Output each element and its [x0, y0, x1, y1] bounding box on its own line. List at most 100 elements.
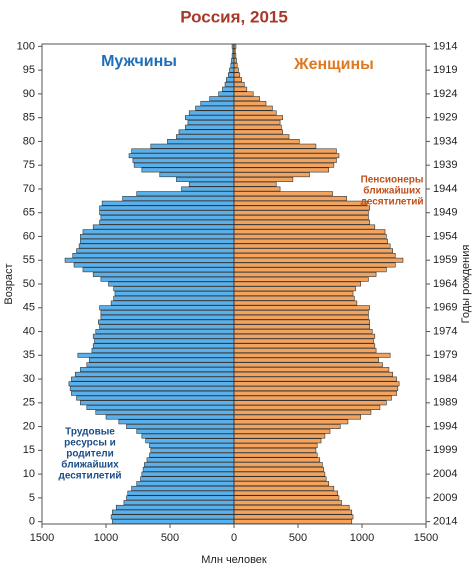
bar [69, 386, 235, 391]
bar [233, 386, 399, 391]
bar [82, 267, 235, 273]
bar [91, 348, 235, 353]
bar [227, 72, 235, 78]
bar [233, 500, 342, 506]
bar [64, 257, 235, 263]
bar [233, 362, 383, 368]
bar [233, 466, 324, 472]
bar [142, 466, 235, 472]
bar [233, 504, 350, 510]
bar [145, 438, 235, 444]
y-axis-label: Возраст [3, 263, 15, 304]
bar [86, 405, 235, 411]
bar [136, 481, 235, 487]
bar [233, 409, 372, 415]
x-tick-label: 1500 [30, 532, 54, 544]
y2-tick-label: 1994 [433, 420, 457, 432]
bar [233, 100, 267, 106]
x-tick-label: 500 [289, 532, 307, 544]
bar [233, 234, 387, 239]
bar [181, 186, 235, 192]
bar [229, 67, 235, 73]
y2-tick-label: 1964 [433, 278, 457, 290]
x-tick-label: 500 [161, 532, 179, 544]
bar [100, 310, 235, 315]
bar [176, 177, 235, 182]
bar [113, 286, 235, 292]
bar [233, 438, 322, 444]
bar [226, 77, 235, 83]
bar [131, 485, 235, 491]
bar [233, 476, 327, 482]
bar [233, 376, 397, 382]
bar [99, 324, 235, 330]
annotation: ресурсы и [64, 438, 116, 449]
bar [99, 210, 235, 216]
bar [233, 110, 277, 116]
y-tick-label: 95 [23, 64, 35, 76]
bar [195, 105, 235, 111]
bar [233, 162, 335, 168]
bar [78, 243, 235, 249]
y2-axis-label: Годы рождения [460, 245, 472, 324]
x-tick-label: 0 [231, 532, 237, 544]
y2-tick-label: 1999 [433, 444, 457, 456]
bar [233, 134, 290, 140]
bar [200, 100, 235, 106]
bar [92, 272, 235, 277]
bar [233, 124, 282, 130]
bar [233, 138, 300, 144]
bar [150, 447, 235, 453]
bar [233, 191, 333, 197]
bar [233, 329, 373, 334]
bar [233, 143, 317, 149]
bar [92, 224, 235, 230]
bar [185, 124, 235, 130]
chart-title: Россия, 2015 [180, 7, 288, 26]
bar [141, 167, 235, 173]
x-tick-label: 1000 [94, 532, 118, 544]
y-tick-label: 5 [29, 492, 35, 504]
bar [122, 196, 235, 201]
bar [86, 362, 235, 368]
bar [233, 400, 387, 406]
bar [233, 310, 369, 315]
bar [92, 333, 235, 339]
y-tick-label: 85 [23, 112, 35, 124]
bar [118, 419, 235, 425]
y-tick-label: 20 [23, 420, 35, 432]
bar [133, 162, 235, 168]
bar [99, 205, 235, 211]
bar [141, 433, 235, 439]
bar [100, 215, 235, 220]
bar [233, 205, 370, 211]
bar [82, 229, 235, 235]
y2-tick-label: 1979 [433, 349, 457, 361]
bar [233, 433, 326, 439]
annotation: Трудовые [65, 427, 115, 438]
bar [71, 376, 235, 382]
annotation: ближайших [363, 185, 421, 197]
y2-tick-label: 1924 [433, 88, 457, 100]
bar [233, 428, 331, 434]
bar [233, 395, 392, 401]
bar [233, 210, 369, 216]
bar [233, 443, 318, 449]
bar [233, 481, 330, 487]
bar [233, 414, 362, 420]
bar [233, 286, 356, 292]
bar [188, 181, 235, 187]
bar [187, 119, 235, 125]
bar [233, 167, 330, 173]
bar [127, 490, 235, 496]
bar [233, 343, 376, 349]
x-tick-label: 1000 [350, 532, 374, 544]
y2-tick-label: 1974 [433, 325, 457, 337]
bar [233, 447, 317, 453]
bar [233, 177, 294, 182]
bar [233, 115, 283, 121]
bar [230, 62, 235, 68]
bar [233, 462, 323, 468]
bar [222, 86, 235, 92]
bar [159, 172, 235, 178]
